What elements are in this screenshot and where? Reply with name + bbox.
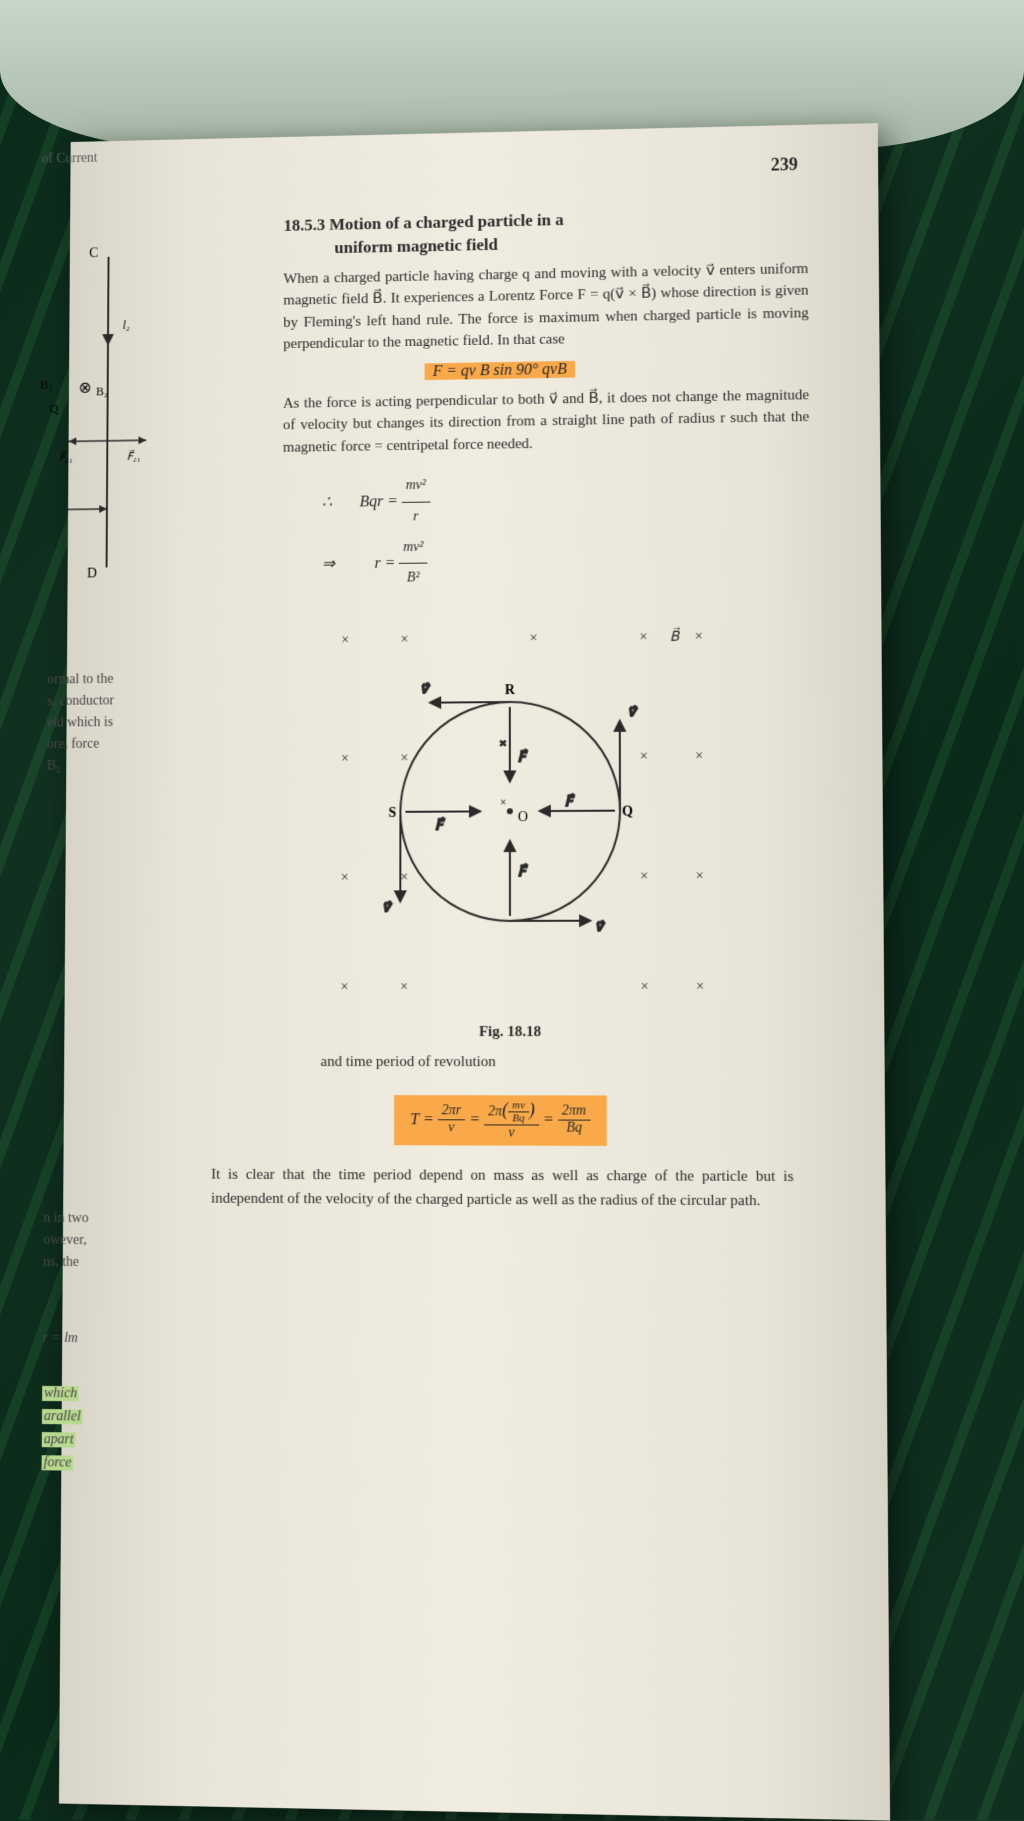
period-formula: T = 2πr v = 2π(mvBq) v = 2πm Bq <box>182 1089 824 1153</box>
label-O: O <box>518 809 528 824</box>
paragraph-2: As the force is acting perpendicular to … <box>283 384 810 459</box>
label-Q: Q <box>622 804 633 819</box>
center-dot <box>507 809 513 815</box>
r-lm: r = lm <box>42 1329 77 1349</box>
pf2-num: 2π(mvBq) <box>484 1099 539 1126</box>
svg-text:v⃗: v⃗ <box>382 900 391 914</box>
fragment-3: eld which is <box>47 713 113 733</box>
circular-motion-diagram: × × × × B⃗ × × × × × × × × × × × × × O × R S Q <box>301 611 722 1042</box>
eq2-num: mv² <box>399 533 427 565</box>
left-margin-diagram: C D l₂ B₁ Q ⊗ B₂ F⃗₂₁ F⃗₂₁ <box>38 236 166 588</box>
svg-text:v⃗: v⃗ <box>628 705 637 719</box>
eq1-den: r <box>402 502 430 533</box>
fragment-4: ore, force <box>47 735 99 755</box>
label-F21r: F⃗₂₁ <box>127 449 141 463</box>
pf2-den: v <box>484 1125 539 1141</box>
highlighted-formula-2: T = 2πr v = 2π(mvBq) v = 2πm Bq <box>394 1089 606 1152</box>
T-symbol: T = <box>410 1111 433 1128</box>
frag-apart: apart <box>42 1430 76 1450</box>
svg-text:×: × <box>696 979 704 994</box>
cross-B2: ⊗ <box>79 380 92 397</box>
period-frac1: 2πr v <box>438 1104 465 1137</box>
svg-text:×: × <box>696 868 704 883</box>
section-title-l1: Motion of a charged particle in a <box>329 210 563 233</box>
label-R: R <box>505 682 516 697</box>
svg-text:×: × <box>341 751 349 766</box>
svg-text:×: × <box>401 632 409 647</box>
paragraph-1: When a charged particle having charge q … <box>283 258 809 356</box>
eq1-num: mv² <box>402 471 430 503</box>
svg-text:×: × <box>341 979 349 994</box>
label-F21l: F⃗₂₁ <box>59 450 73 464</box>
svg-text:×: × <box>400 870 408 885</box>
therefore-symbol: ∴ <box>322 494 332 511</box>
eq2-den: B² <box>399 564 427 595</box>
svg-text:×: × <box>641 979 649 994</box>
eq1-lhs: Bqr = <box>360 493 398 510</box>
svg-text:F⃗: F⃗ <box>518 749 528 765</box>
section-heading: 18.5.3 Motion of a charged particle in a… <box>284 203 819 261</box>
label-S: S <box>388 805 396 820</box>
svg-text:×: × <box>695 629 703 644</box>
label-B1: B₁ <box>40 378 53 392</box>
page-number: 239 <box>771 154 798 175</box>
frag-arallel: arallel <box>42 1407 83 1427</box>
section-number: 18.5.3 <box>284 215 326 234</box>
svg-text:B⃗: B⃗ <box>670 627 681 644</box>
svg-text:×: × <box>640 629 648 644</box>
svg-text:×: × <box>500 795 507 809</box>
label-D: D <box>87 565 97 580</box>
svg-text:F⃗: F⃗ <box>435 817 444 833</box>
svg-text:F⃗: F⃗ <box>518 864 528 880</box>
fragment-2: s, conductor <box>47 692 114 712</box>
formula-force: F = qv B sin 90° qvB <box>185 356 819 385</box>
fragment-7: owever, <box>43 1231 87 1251</box>
highlighted-formula-1: F = qv B sin 90° qvB <box>425 358 575 381</box>
conclusion-paragraph: It is clear that the time period depend … <box>211 1163 794 1214</box>
svg-text:×: × <box>400 750 408 765</box>
derivation-block: ∴ Bqr = mv² r ⇒ r = mv² B² <box>322 465 821 595</box>
svg-text:×: × <box>400 979 408 994</box>
implies-symbol: ⇒ <box>322 555 335 572</box>
pf1-num: 2πr <box>438 1104 465 1121</box>
label-Q: Q <box>49 402 59 416</box>
fragment-8: ns, the <box>43 1253 79 1273</box>
period-label: and time period of revolution <box>320 1051 813 1074</box>
svg-text:F⃗: F⃗ <box>565 794 575 810</box>
fragment-6: n in two <box>43 1209 88 1229</box>
textbook-page: of Current 239 C D l₂ B₁ Q ⊗ B₂ F⃗₂₁ F⃗₂… <box>59 123 890 1821</box>
label-l2: l₂ <box>123 318 130 332</box>
pf1-den: v <box>438 1121 465 1137</box>
pf3-num: 2πm <box>558 1104 590 1121</box>
fragment-5: B₂ <box>47 757 61 776</box>
svg-text:×: × <box>500 738 506 750</box>
svg-text:×: × <box>341 870 349 885</box>
running-header: of Current <box>42 151 98 168</box>
svg-text:×: × <box>640 869 648 884</box>
svg-text:×: × <box>695 748 703 763</box>
label-B2: B₂ <box>96 384 108 398</box>
eq2-lhs: r = <box>374 555 395 572</box>
svg-text:v⃗: v⃗ <box>595 920 604 934</box>
svg-text:×: × <box>530 631 538 646</box>
period-frac3: 2πm Bq <box>558 1104 590 1137</box>
pf3-den: Bq <box>558 1121 590 1137</box>
fragment-1: ormal to the <box>47 670 113 690</box>
svg-text:v⃗: v⃗ <box>420 682 429 696</box>
period-frac2: 2π(mvBq) v <box>484 1099 539 1142</box>
eq2: = <box>543 1111 554 1128</box>
section-title-l2: uniform magnetic field <box>334 235 497 257</box>
figure-caption: Fig. 18.18 <box>301 1024 722 1041</box>
svg-text:×: × <box>341 632 349 647</box>
frag-which: which <box>42 1384 79 1404</box>
eq1: = <box>469 1111 480 1128</box>
label-C: C <box>89 245 98 260</box>
eq2-fraction: mv² B² <box>399 533 427 595</box>
frag-force: force <box>42 1453 74 1473</box>
svg-text:×: × <box>640 749 648 764</box>
eq1-fraction: mv² r <box>402 471 430 533</box>
